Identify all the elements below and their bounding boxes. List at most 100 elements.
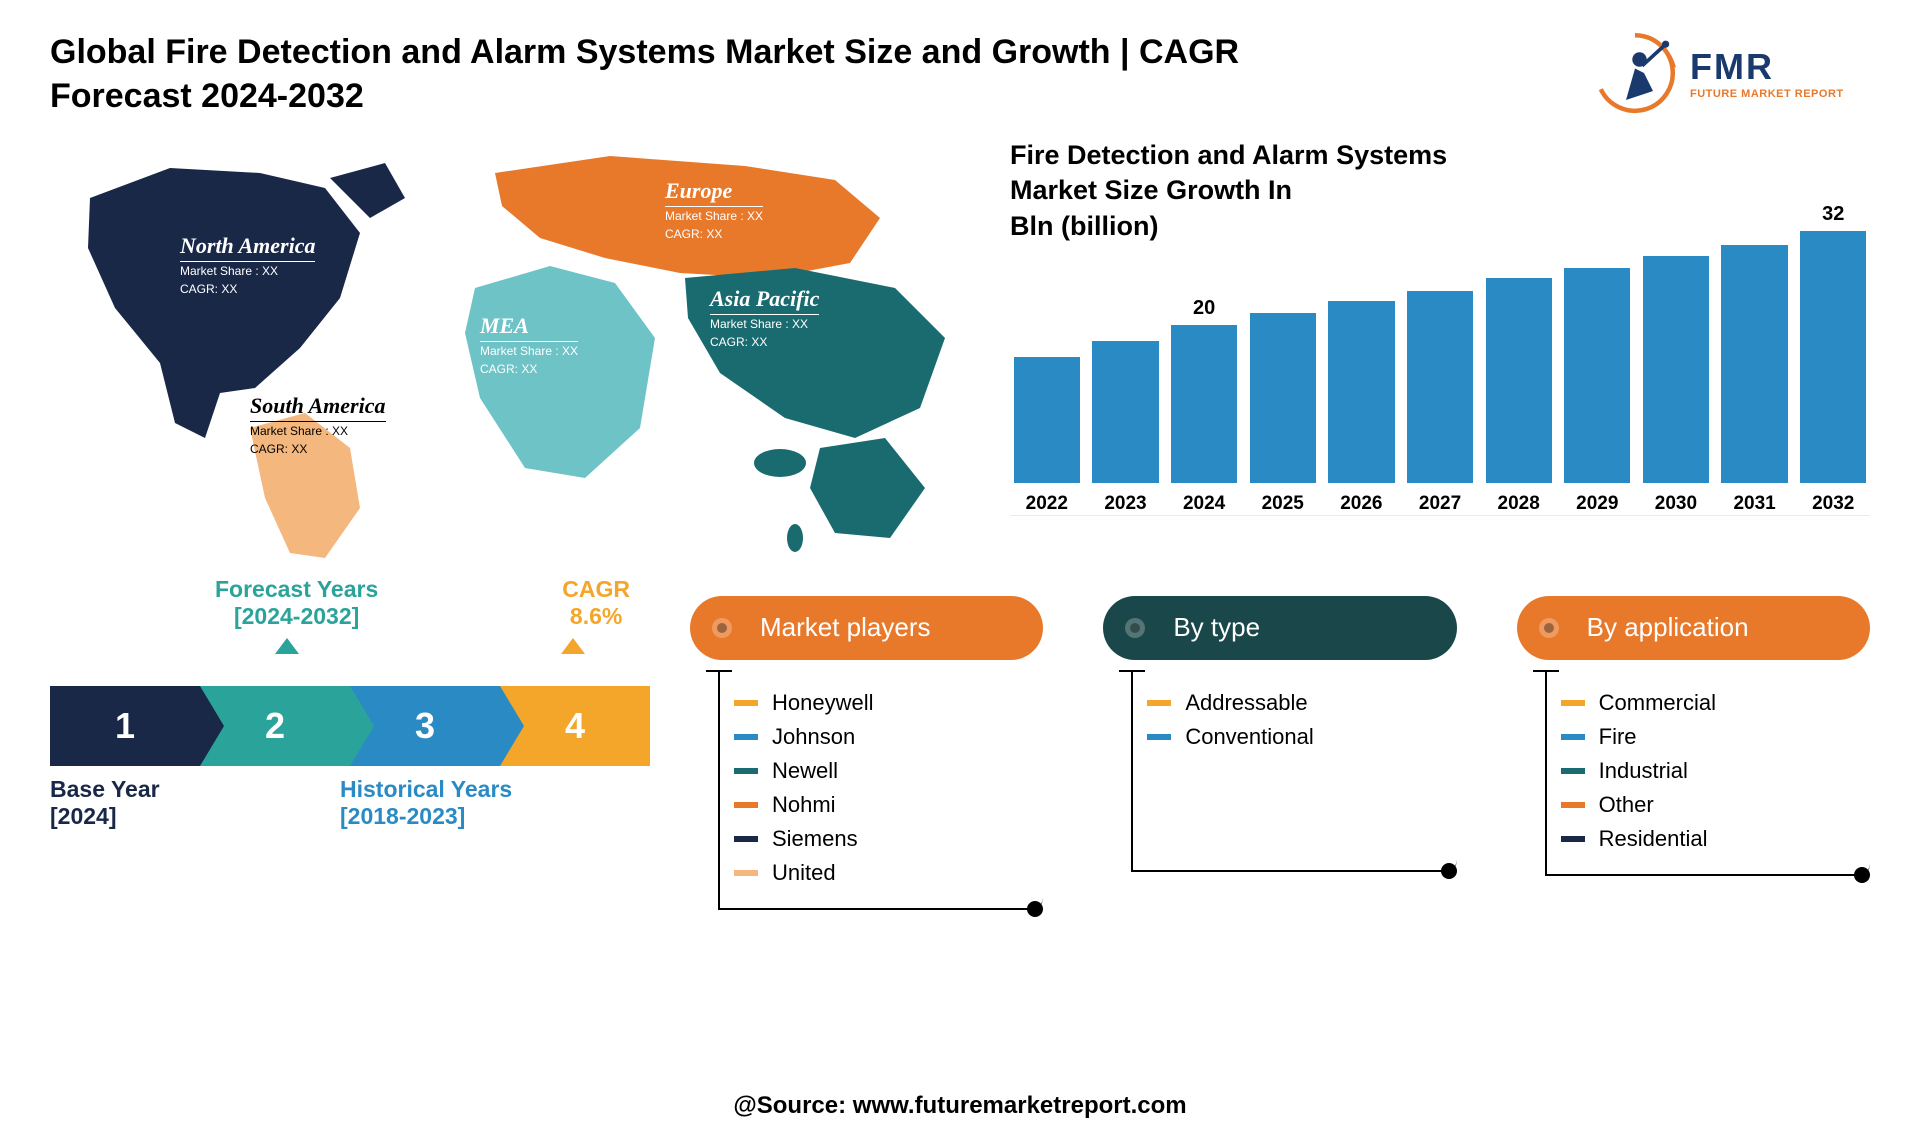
bar-2032: 322032 [1796, 231, 1870, 515]
bar-2026: 2026 [1325, 301, 1399, 514]
bar-2027: 2027 [1403, 291, 1477, 514]
timeline-row: 1234 [50, 686, 650, 766]
category-body: Addressable Conventional [1131, 672, 1456, 872]
tick-icon [1561, 734, 1585, 740]
cagr-t2: 8.6% [562, 603, 630, 631]
category-item: Newell [734, 758, 1031, 784]
base-t1: Base Year [50, 776, 160, 804]
tick-icon [734, 836, 758, 842]
arrow-up-forecast [275, 638, 299, 654]
cagr-t1: CAGR [562, 576, 630, 604]
category-item-label: Newell [772, 758, 838, 784]
header: Global Fire Detection and Alarm Systems … [50, 30, 1870, 118]
bar-year: 2026 [1340, 493, 1382, 515]
region-south-america: South America Market Share : XX CAGR: XX [250, 393, 386, 456]
region-name: MEA [480, 313, 578, 339]
category-item-label: Honeywell [772, 690, 874, 716]
bar-year: 2022 [1026, 493, 1068, 515]
region-cagr: CAGR: XX [480, 360, 578, 376]
bar-rect [1250, 313, 1316, 482]
tick-icon [734, 870, 758, 876]
category-title: By type [1173, 612, 1260, 643]
bar-year: 2030 [1655, 493, 1697, 515]
bar-rect [1092, 341, 1158, 483]
page-title: Global Fire Detection and Alarm Systems … [50, 30, 1250, 118]
category-header: By type [1103, 596, 1456, 660]
region-europe: Europe Market Share : XX CAGR: XX [665, 178, 763, 241]
category-item-label: Siemens [772, 826, 858, 852]
category-item: Fire [1561, 724, 1858, 750]
region-share: Market Share : XX [250, 421, 386, 438]
category-item-label: Nohmi [772, 792, 836, 818]
region-share: Market Share : XX [665, 206, 763, 223]
base-t2: [2024] [50, 803, 160, 831]
hist-t2: [2018-2023] [340, 803, 512, 831]
tick-icon [1561, 768, 1585, 774]
lower-row: Forecast Years [2024-2032] CAGR 8.6% 123… [50, 596, 1870, 910]
region-cagr: CAGR: XX [180, 280, 315, 296]
bar-year: 2031 [1733, 493, 1775, 515]
tick-icon [734, 700, 758, 706]
timeline-section: Forecast Years [2024-2032] CAGR 8.6% 123… [50, 596, 650, 766]
region-name: Europe [665, 178, 763, 204]
bar-rect: 20 [1171, 325, 1237, 483]
bar-chart-section: Fire Detection and Alarm Systems Market … [1010, 138, 1870, 565]
arrow-up-cagr [561, 638, 585, 654]
arrow-down-hist [410, 748, 434, 764]
logo-sub: FUTURE MARKET REPORT [1690, 88, 1844, 100]
category-item: Other [1561, 792, 1858, 818]
category-market-players: Market playersHoneywellJohnsonNewellNohm… [690, 596, 1043, 910]
category-header: By application [1517, 596, 1870, 660]
bar-rect [1486, 278, 1552, 483]
main-row: North America Market Share : XX CAGR: XX… [50, 138, 1870, 565]
category-item-label: Addressable [1185, 690, 1307, 716]
category-item: Conventional [1147, 724, 1444, 750]
logo-icon [1590, 28, 1680, 118]
category-item: Industrial [1561, 758, 1858, 784]
bar-year: 2028 [1498, 493, 1540, 515]
tick-icon [1147, 700, 1171, 706]
tick-icon [734, 734, 758, 740]
bar-2023: 2023 [1089, 341, 1163, 515]
bar-2031: 2031 [1718, 245, 1792, 515]
categories-section: Market playersHoneywellJohnsonNewellNohm… [690, 596, 1870, 910]
forecast-t1: Forecast Years [215, 576, 378, 604]
category-item-label: Commercial [1599, 690, 1716, 716]
region-cagr: CAGR: XX [665, 225, 763, 241]
forecast-t2: [2024-2032] [215, 603, 378, 631]
chart-title-l1: Fire Detection and Alarm Systems [1010, 140, 1447, 170]
category-item: Residential [1561, 826, 1858, 852]
tick-icon [1561, 836, 1585, 842]
tick-icon [1561, 802, 1585, 808]
category-item: Honeywell [734, 690, 1031, 716]
bar-rect [1721, 245, 1787, 483]
forecast-label: Forecast Years [2024-2032] [215, 576, 378, 631]
region-name: Asia Pacific [710, 286, 819, 312]
bar-year: 2029 [1576, 493, 1618, 515]
category-item-label: Residential [1599, 826, 1708, 852]
bar-year: 2024 [1183, 493, 1225, 515]
region-name: South America [250, 393, 386, 419]
region-share: Market Share : XX [180, 261, 315, 278]
chart-title: Fire Detection and Alarm Systems Market … [1010, 138, 1870, 243]
bar-2024: 20 2024 [1167, 325, 1241, 515]
bar-2030: 2030 [1639, 256, 1713, 515]
infographic-root: Global Fire Detection and Alarm Systems … [0, 0, 1920, 1146]
bar-year: 2027 [1419, 493, 1461, 515]
bullet-icon [1539, 618, 1559, 638]
bar-year: 2025 [1262, 493, 1304, 515]
bullet-icon [712, 618, 732, 638]
bar-2028: 2028 [1482, 278, 1556, 515]
category-item: United [734, 860, 1031, 886]
bar-value-label: 32 [1822, 203, 1844, 226]
category-item-label: Industrial [1599, 758, 1688, 784]
tick-icon [734, 802, 758, 808]
category-item: Commercial [1561, 690, 1858, 716]
category-by-type: By type Addressable Conventional [1103, 596, 1456, 910]
category-header: Market players [690, 596, 1043, 660]
bar-year: 2023 [1104, 493, 1146, 515]
bar-rect: 32 [1800, 231, 1866, 483]
region-name: North America [180, 233, 315, 259]
category-item: Siemens [734, 826, 1031, 852]
bar-2022: 2022 [1010, 357, 1084, 515]
